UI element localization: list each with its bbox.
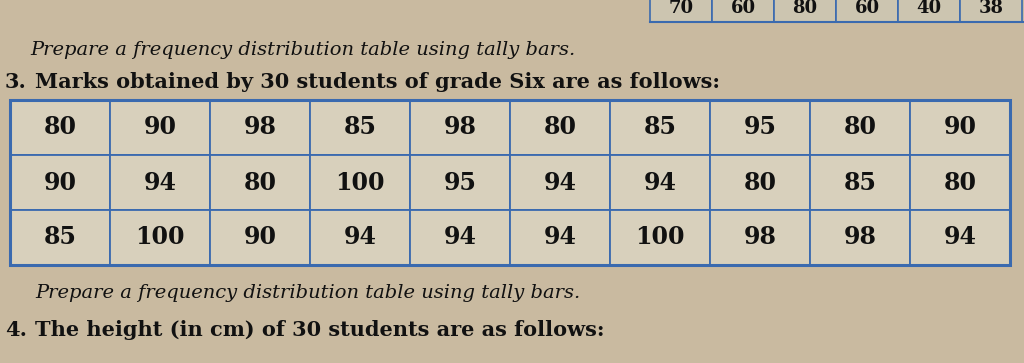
Bar [10,100,1010,265]
Text: 98: 98 [443,115,476,139]
Bar [210,155,310,210]
Text: 80: 80 [793,0,817,17]
Bar [610,155,710,210]
Bar [650,0,712,22]
Bar [710,155,810,210]
Bar [910,155,1010,210]
Bar [10,210,110,265]
Text: 80: 80 [943,171,977,195]
Text: 38: 38 [979,0,1004,17]
Text: 100: 100 [635,225,685,249]
Text: 85: 85 [44,225,77,249]
Bar [510,155,610,210]
Text: 94: 94 [544,225,577,249]
Text: 94: 94 [544,171,577,195]
Bar [410,155,510,210]
Text: 90: 90 [143,115,176,139]
Bar [510,100,610,155]
Bar [10,155,110,210]
Text: 94: 94 [143,171,176,195]
Text: 95: 95 [443,171,476,195]
Bar [910,100,1010,155]
Bar [610,210,710,265]
Text: 4.: 4. [5,320,27,340]
Bar [110,100,210,155]
Text: 85: 85 [344,115,377,139]
Bar [910,210,1010,265]
Text: 100: 100 [135,225,184,249]
Text: 94: 94 [443,225,476,249]
Bar [710,210,810,265]
Text: 80: 80 [544,115,577,139]
Text: 80: 80 [844,115,877,139]
Bar [810,100,910,155]
Text: 98: 98 [844,225,877,249]
Text: 95: 95 [743,115,776,139]
Text: Prepare a frequency distribution table using tally bars.: Prepare a frequency distribution table u… [30,41,575,59]
Bar [10,100,110,155]
Text: 70: 70 [669,0,693,17]
Text: 94: 94 [343,225,377,249]
Text: 85: 85 [844,171,877,195]
Text: 85: 85 [643,115,677,139]
Text: 100: 100 [335,171,385,195]
Text: 98: 98 [743,225,776,249]
Text: 98: 98 [244,115,276,139]
Text: The height (in cm) of 30 students are as follows:: The height (in cm) of 30 students are as… [35,320,604,340]
Text: 94: 94 [643,171,677,195]
Bar [310,210,410,265]
Bar [410,210,510,265]
Text: 40: 40 [916,0,941,17]
Bar [110,210,210,265]
Bar [410,100,510,155]
Text: 80: 80 [43,115,77,139]
Text: Prepare a frequency distribution table using tally bars.: Prepare a frequency distribution table u… [35,284,581,302]
Bar [712,0,774,22]
Bar [110,155,210,210]
Bar [810,210,910,265]
Text: 90: 90 [244,225,276,249]
Bar [310,155,410,210]
Text: 60: 60 [730,0,756,17]
Text: 60: 60 [854,0,880,17]
Text: 90: 90 [43,171,77,195]
Bar [510,210,610,265]
Bar [774,0,836,22]
Bar [710,100,810,155]
Text: 90: 90 [943,115,977,139]
Text: Marks obtained by 30 students of grade Six are as follows:: Marks obtained by 30 students of grade S… [35,72,720,92]
Bar [210,100,310,155]
Text: 94: 94 [943,225,977,249]
Bar [961,0,1022,22]
Text: 3.: 3. [5,72,27,92]
Bar [836,0,898,22]
Bar [810,155,910,210]
Bar [310,100,410,155]
Text: 80: 80 [743,171,776,195]
Bar [210,210,310,265]
Text: 80: 80 [244,171,276,195]
Bar [610,100,710,155]
Bar [898,0,961,22]
